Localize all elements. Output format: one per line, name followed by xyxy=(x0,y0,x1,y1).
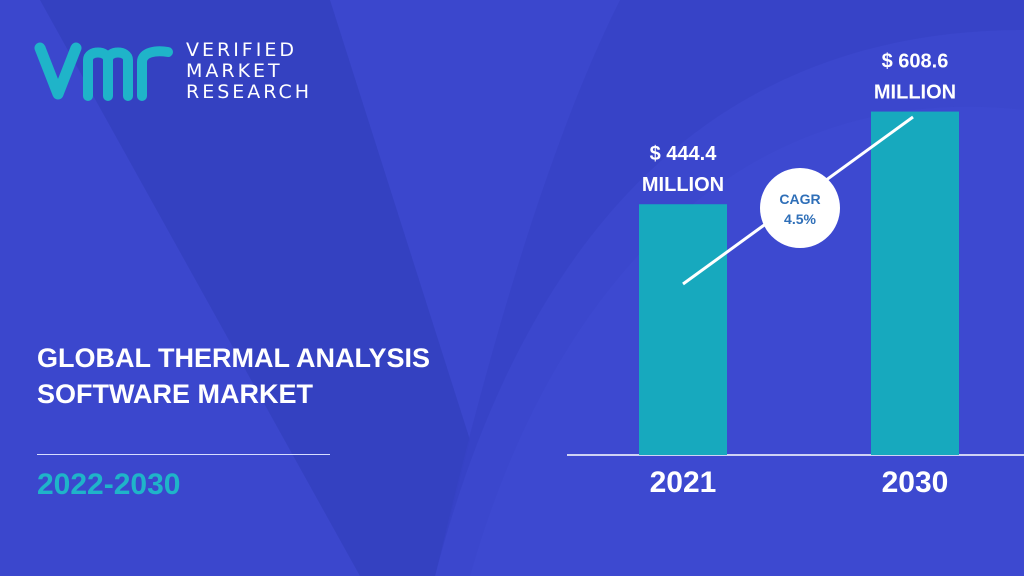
cagr-label: CAGR xyxy=(779,191,820,207)
x-tick-label-2030: 2030 xyxy=(882,466,949,499)
report-title-line-2: SOFTWARE MARKET xyxy=(37,379,313,409)
cagr-value: 4.5% xyxy=(784,211,816,227)
data-label-2030-line-1: $ 608.6 xyxy=(882,51,949,73)
brand-name: VERIFIED MARKET RESEARCH xyxy=(186,40,312,103)
bar-2021 xyxy=(639,204,727,455)
cagr-badge xyxy=(760,168,840,248)
logo-v-stroke xyxy=(34,42,82,100)
report-title: GLOBAL THERMAL ANALYSIS SOFTWARE MARKET xyxy=(37,340,477,412)
brand-line-1: VERIFIED xyxy=(186,39,297,61)
bar-2030 xyxy=(871,111,959,455)
vmr-logo xyxy=(34,42,173,101)
title-divider xyxy=(37,454,330,455)
data-label-2021-line-1: $ 444.4 xyxy=(650,143,718,165)
brand-line-3: RESEARCH xyxy=(186,81,313,103)
data-label-2030-line-2: MILLION xyxy=(874,82,956,104)
report-title-line-1: GLOBAL THERMAL ANALYSIS xyxy=(37,343,431,373)
data-label-2021-line-2: MILLION xyxy=(642,174,724,196)
x-tick-label-2021: 2021 xyxy=(650,466,717,499)
brand-line-2: MARKET xyxy=(186,60,283,82)
logo-r-stroke xyxy=(137,46,173,101)
logo-m-stroke xyxy=(83,47,133,101)
forecast-period: 2022-2030 xyxy=(37,468,181,501)
